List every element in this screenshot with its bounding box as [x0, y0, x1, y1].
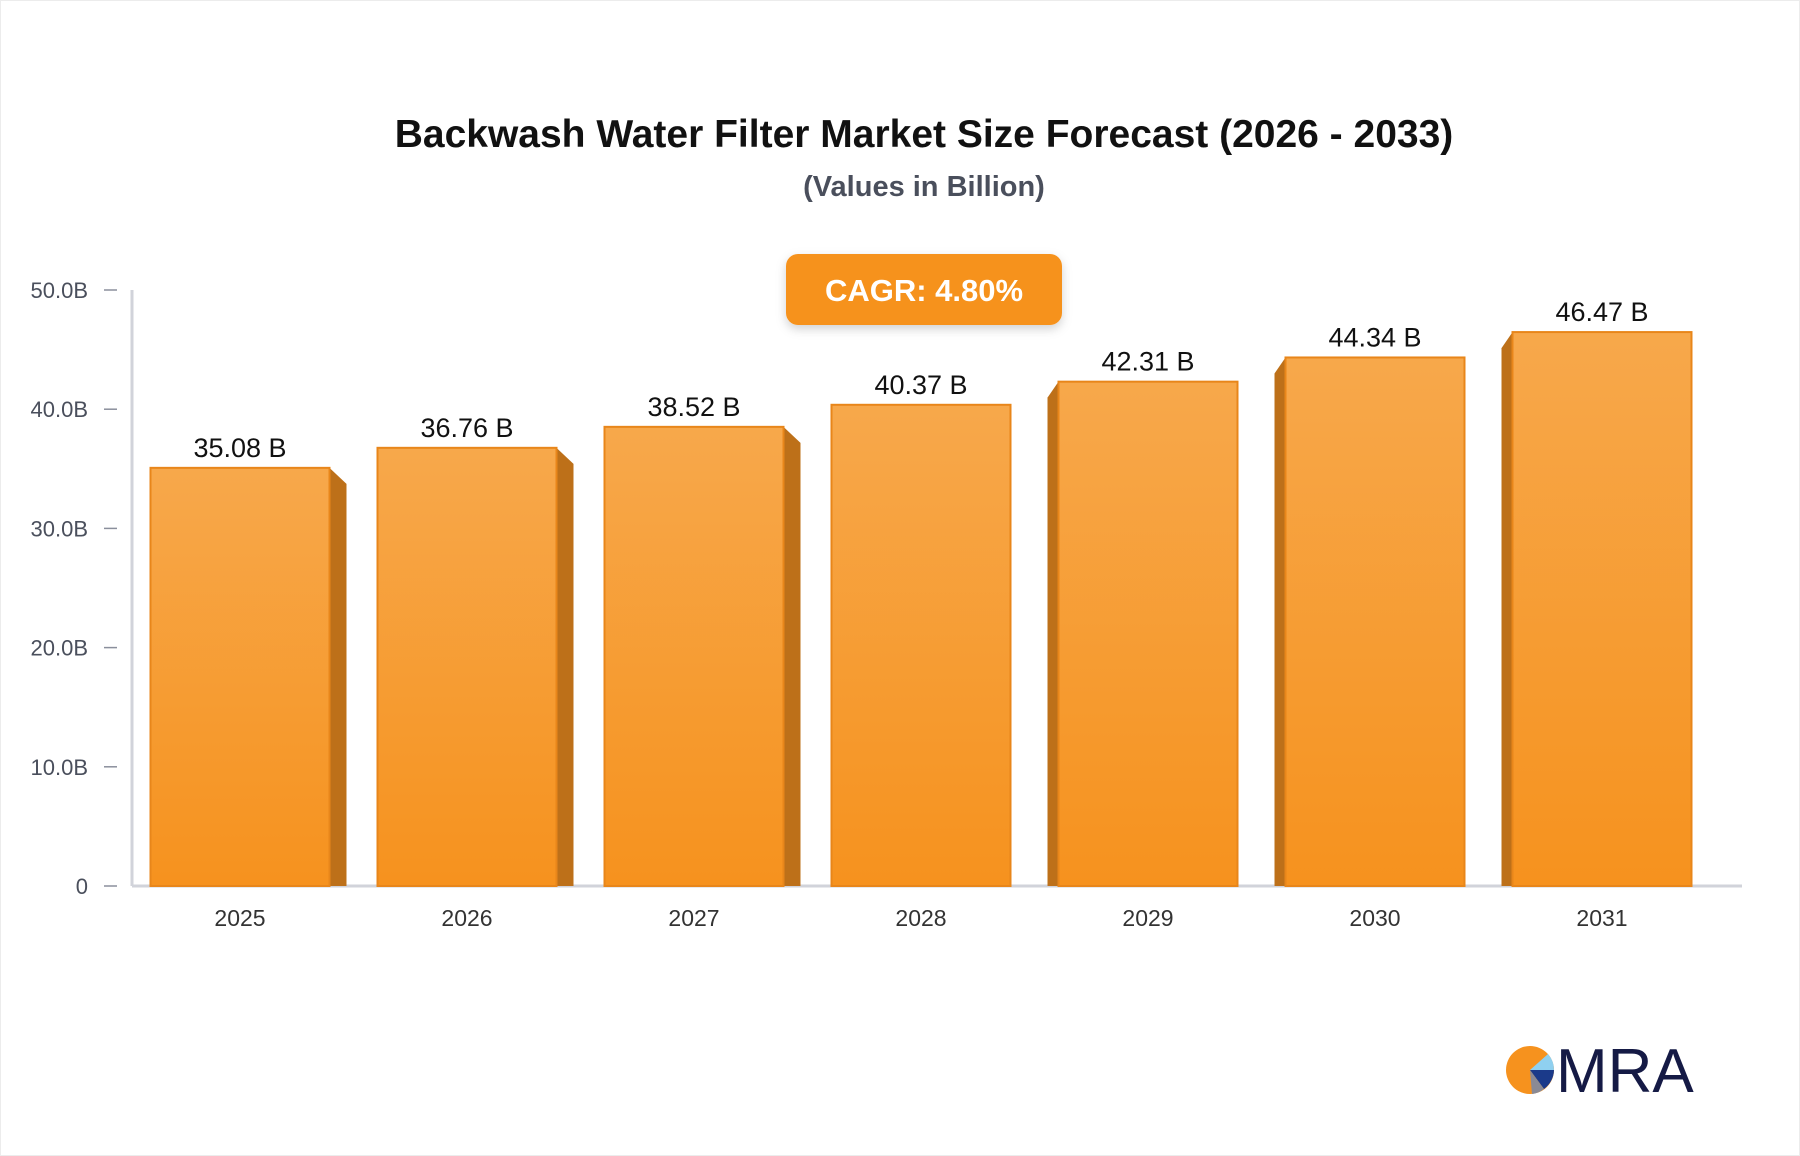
- bar: [603, 425, 785, 887]
- bar: [1511, 331, 1693, 888]
- y-tick-label: 50.0B: [31, 278, 89, 303]
- bar-2025: 35.08 B: [149, 433, 347, 887]
- chart-subtitle: (Values in Billion): [803, 171, 1045, 203]
- bar-side: [783, 426, 801, 886]
- y-tick-label: 20.0B: [31, 636, 89, 661]
- chart-title: Backwash Water Filter Market Size Foreca…: [395, 113, 1454, 156]
- bar: [149, 466, 331, 887]
- bar-2030: 44.34 B: [1274, 322, 1466, 887]
- x-tick-label: 2030: [1349, 905, 1400, 931]
- cagr-label: CAGR: 4.80%: [825, 273, 1023, 308]
- bar-side: [1274, 357, 1286, 887]
- y-tick-label: 30.0B: [31, 516, 89, 541]
- x-tick-label: 2028: [895, 905, 946, 931]
- bar-value-label: 36.76 B: [420, 413, 513, 443]
- bar-2031: 46.47 B: [1501, 297, 1693, 888]
- bar: [830, 403, 1012, 887]
- x-tick-label: 2031: [1576, 905, 1627, 931]
- bar-side: [329, 467, 347, 886]
- bar-value-label: 44.34 B: [1328, 322, 1421, 352]
- bar-value-label: 35.08 B: [193, 433, 286, 463]
- bar-value-label: 40.37 B: [874, 370, 967, 400]
- bar-2029: 42.31 B: [1047, 347, 1239, 887]
- bar-2026: 36.76 B: [376, 413, 574, 887]
- bar-value-label: 38.52 B: [647, 392, 740, 422]
- bar: [376, 446, 558, 887]
- x-tick-label: 2026: [441, 905, 492, 931]
- x-tick-label: 2027: [668, 905, 719, 931]
- y-tick-label: 40.0B: [31, 397, 89, 422]
- x-tick-label: 2025: [214, 905, 265, 931]
- y-tick-label: 0: [76, 874, 88, 899]
- bar: [1057, 380, 1239, 887]
- mra-logo: MRA: [1506, 1037, 1694, 1106]
- bar-side: [1047, 381, 1059, 886]
- bar-2027: 38.52 B: [603, 392, 801, 887]
- y-tick-label: 10.0B: [31, 755, 89, 780]
- bar-side: [556, 447, 574, 886]
- bar-side: [1501, 332, 1513, 886]
- logo-text: MRA: [1556, 1037, 1694, 1106]
- bar-2028: 40.37 B: [830, 370, 1012, 887]
- bar: [1284, 356, 1466, 887]
- x-tick-label: 2029: [1122, 905, 1173, 931]
- bar-value-label: 46.47 B: [1555, 297, 1648, 327]
- bar-value-label: 42.31 B: [1101, 347, 1194, 377]
- cagr-badge: [786, 254, 1062, 325]
